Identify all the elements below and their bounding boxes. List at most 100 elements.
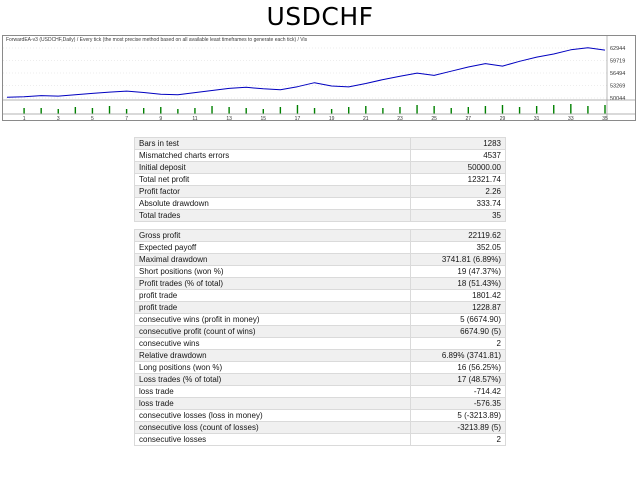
table-row: Long positions (won %) 16 (56.25%): [134, 361, 506, 374]
table-row: consecutive profit (count of wins) 6674.9…: [134, 325, 506, 338]
stat-label: Maximal drawdown: [134, 253, 411, 266]
table-row: consecutive loss (count of losses) -3213.…: [134, 421, 506, 434]
stat-label: loss trade: [134, 397, 411, 410]
x-axis-label: 1: [23, 116, 26, 120]
stat-value: 6674.90 (5): [410, 325, 506, 338]
stat-label: profit trade: [134, 301, 411, 314]
x-axis-label: 25: [431, 116, 437, 120]
stat-value: 352.05: [410, 241, 506, 254]
stat-label: Short positions (won %): [134, 265, 411, 278]
x-axis-label: 19: [329, 116, 335, 120]
stat-value: 6.89% (3741.81): [410, 349, 506, 362]
stat-value: 1283: [410, 137, 506, 150]
stat-label: loss trade: [134, 385, 411, 398]
x-axis-label: 13: [226, 116, 232, 120]
table-row: Expected payoff 352.05: [134, 241, 506, 254]
stat-value: 4537: [410, 149, 506, 162]
stat-label: consecutive wins (profit in money): [134, 313, 411, 326]
stat-value: 35: [410, 209, 506, 222]
table-row: Bars in test 1283: [134, 137, 506, 150]
table-row: Loss trades (% of total) 17 (48.57%): [134, 373, 506, 386]
table-row: profit trade 1228.87: [134, 301, 506, 314]
table-row: loss trade -714.42: [134, 385, 506, 398]
y-axis-label: 59719: [610, 59, 625, 65]
table-row: Initial deposit 50000.00: [134, 161, 506, 174]
x-axis-label: 17: [295, 116, 301, 120]
table-row: consecutive wins 2: [134, 337, 506, 350]
table-row: profit trade 1801.42: [134, 289, 506, 302]
table-row: Profit trades (% of total) 18 (51.43%): [134, 277, 506, 290]
stat-value: 2: [410, 337, 506, 350]
stats-table-details: Gross profit 22119.62 Expected payoff 352.0…: [134, 229, 506, 446]
stat-label: Gross profit: [134, 229, 411, 242]
x-axis-label: 21: [363, 116, 369, 120]
stats-table-summary: Bars in test 1283 Mismatched charts errors…: [134, 137, 506, 222]
table-row: Gross profit 22119.62: [134, 229, 506, 242]
stat-value: 50000.00: [410, 161, 506, 174]
stat-value: 1801.42: [410, 289, 506, 302]
page-title: USDCHF: [266, 2, 374, 31]
x-axis-label: 33: [568, 116, 574, 120]
y-axis-label: 62944: [610, 46, 625, 52]
table-row: consecutive losses (loss in money) 5 (-32…: [134, 409, 506, 422]
stat-label: Relative drawdown: [134, 349, 411, 362]
x-axis-label: 27: [466, 116, 472, 120]
stat-label: Profit trades (% of total): [134, 277, 411, 290]
stat-label: Mismatched charts errors: [134, 149, 411, 162]
table-row: Total net profit 12321.74: [134, 173, 506, 186]
x-axis-label: 11: [192, 116, 197, 120]
stat-label: profit trade: [134, 289, 411, 302]
stat-label: consecutive wins: [134, 337, 411, 350]
stat-value: 333.74: [410, 197, 506, 210]
stat-value: 18 (51.43%): [410, 277, 506, 290]
x-axis-label: 23: [397, 116, 403, 120]
lots-bars: [23, 104, 606, 114]
x-axis-label: 9: [159, 116, 162, 120]
stat-value: 17 (48.57%): [410, 373, 506, 386]
stat-label: consecutive loss (count of losses): [134, 421, 411, 434]
stat-label: Expected payoff: [134, 241, 411, 254]
stat-label: Loss trades (% of total): [134, 373, 411, 386]
x-axis-label: 7: [125, 116, 128, 120]
stat-label: Bars in test: [134, 137, 411, 150]
stat-value: -3213.89 (5): [410, 421, 506, 434]
y-axis-label: 56494: [610, 71, 625, 77]
x-axis-label: 3: [57, 116, 60, 120]
table-row: Short positions (won %) 19 (47.37%): [134, 265, 506, 278]
stat-value: 2.26: [410, 185, 506, 198]
stat-value: 2: [410, 433, 506, 446]
y-axis-label: 50044: [610, 96, 625, 102]
stat-value: 1228.87: [410, 301, 506, 314]
stat-label: Absolute drawdown: [134, 197, 411, 210]
y-axis-label: 53269: [610, 84, 625, 90]
stat-label: Profit factor: [134, 185, 411, 198]
stat-label: consecutive profit (count of wins): [134, 325, 411, 338]
stat-label: Total net profit: [134, 173, 411, 186]
stat-value: -714.42: [410, 385, 506, 398]
stat-value: 5 (-3213.89): [410, 409, 506, 422]
table-row: consecutive wins (profit in money) 5 (667…: [134, 313, 506, 326]
table-row: loss trade -576.35: [134, 397, 506, 410]
stat-value: 16 (56.25%): [410, 361, 506, 374]
x-axis-label: 31: [534, 116, 540, 120]
table-row: consecutive losses 2: [134, 433, 506, 446]
stat-value: 12321.74: [410, 173, 506, 186]
chart-header-text: ForwardEA-v3 (USDCHF,Daily) / Every tick…: [6, 37, 308, 43]
stat-label: consecutive losses: [134, 433, 411, 446]
table-row: Mismatched charts errors 4537: [134, 149, 506, 162]
table-row: Total trades 35: [134, 209, 506, 222]
stat-value: 22119.62: [410, 229, 506, 242]
stat-label: Total trades: [134, 209, 411, 222]
stat-label: consecutive losses (loss in money): [134, 409, 411, 422]
table-row: Relative drawdown 6.89% (3741.81): [134, 349, 506, 362]
stats-tables: Bars in test 1283 Mismatched charts errors…: [134, 137, 506, 446]
table-row: Profit factor 2.26: [134, 185, 506, 198]
balance-chart: ForwardEA-v3 (USDCHF,Daily) / Every tick…: [2, 35, 636, 121]
stat-value: -576.35: [410, 397, 506, 410]
table-row: Maximal drawdown 3741.81 (6.89%): [134, 253, 506, 266]
stat-label: Long positions (won %): [134, 361, 411, 374]
balance-line: [6, 47, 606, 98]
stat-value: 19 (47.37%): [410, 265, 506, 278]
stat-value: 3741.81 (6.89%): [410, 253, 506, 266]
